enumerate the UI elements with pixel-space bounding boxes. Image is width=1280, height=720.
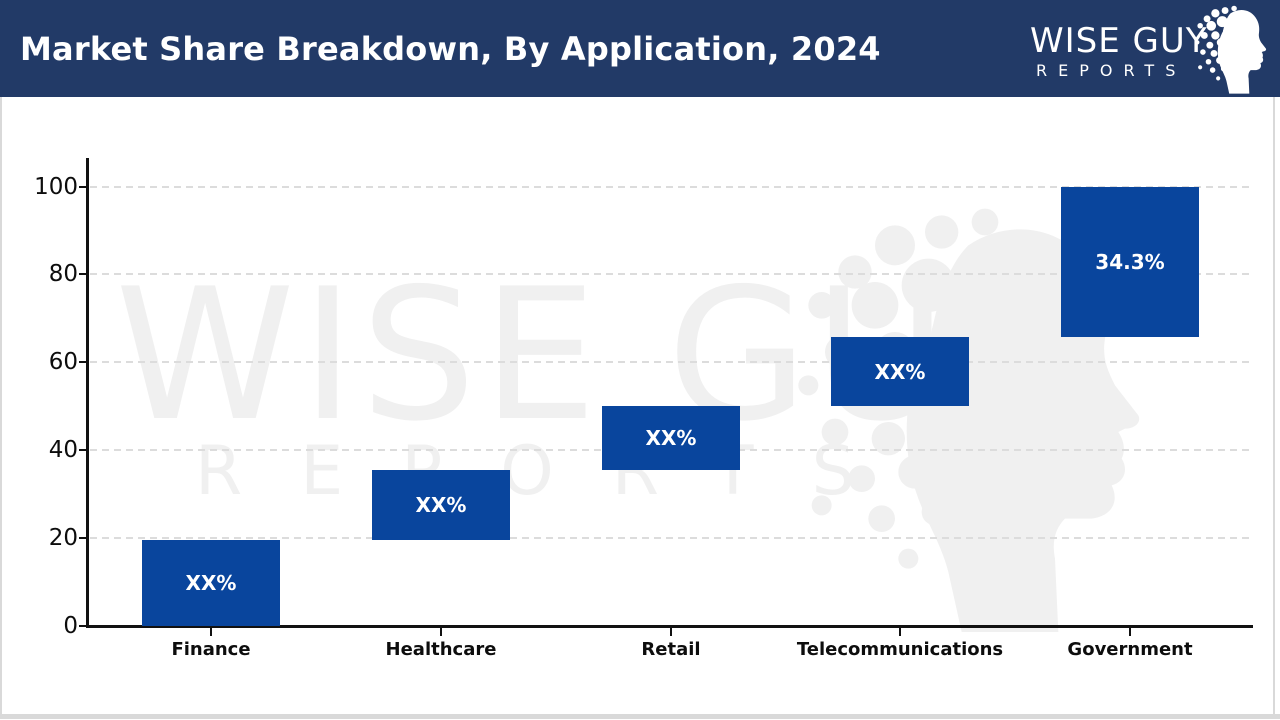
x-category-label: Healthcare bbox=[385, 639, 497, 660]
x-tick-mark bbox=[210, 628, 212, 636]
y-tick-mark bbox=[79, 625, 87, 627]
gridline bbox=[90, 361, 1253, 364]
page-border-left bbox=[0, 97, 2, 714]
x-tick-mark bbox=[899, 628, 901, 636]
y-tick-label: 0 bbox=[63, 613, 78, 639]
logo-subtitle: REPORTS bbox=[1036, 61, 1187, 80]
x-tick-mark bbox=[1129, 628, 1131, 636]
bar-value-label: XX% bbox=[415, 492, 467, 517]
x-category-label: Finance bbox=[171, 639, 251, 660]
y-tick-label: 100 bbox=[34, 173, 78, 200]
bar: 34.3% bbox=[1061, 186, 1199, 338]
gridline bbox=[90, 537, 1253, 540]
x-tick-mark bbox=[670, 628, 672, 636]
y-tick-mark bbox=[79, 273, 87, 276]
x-category-label: Retail bbox=[641, 639, 701, 660]
y-tick-mark bbox=[79, 537, 87, 540]
y-tick-label: 40 bbox=[48, 437, 78, 464]
page-border-right bbox=[1273, 97, 1275, 714]
bar-value-label: XX% bbox=[874, 359, 926, 384]
bar: XX% bbox=[372, 470, 510, 540]
y-axis-line bbox=[86, 158, 89, 628]
y-tick-mark bbox=[79, 185, 87, 188]
gridline bbox=[90, 185, 1253, 188]
x-category-label: Government bbox=[1067, 639, 1193, 660]
page-border-bottom bbox=[0, 714, 1280, 719]
x-tick-mark bbox=[440, 628, 442, 636]
y-tick-label: 20 bbox=[48, 525, 78, 552]
bar-value-label: XX% bbox=[185, 570, 237, 595]
header-bar: Market Share Breakdown, By Application, … bbox=[0, 0, 1280, 97]
y-tick-mark bbox=[79, 361, 87, 364]
y-tick-mark bbox=[79, 449, 87, 452]
bar-value-label: XX% bbox=[645, 426, 697, 451]
gridline bbox=[90, 273, 1253, 276]
bar: XX% bbox=[831, 337, 969, 407]
x-axis-line bbox=[86, 625, 1253, 628]
logo-wordmark: WISE GUY bbox=[1030, 21, 1208, 61]
x-category-label: Telecommunications bbox=[796, 639, 1004, 660]
bar-value-label: 34.3% bbox=[1095, 249, 1165, 274]
page-title: Market Share Breakdown, By Application, … bbox=[20, 29, 881, 68]
watermark-subtitle: REPORTS bbox=[195, 432, 913, 511]
bar: XX% bbox=[602, 406, 740, 470]
wise-guy-logo: WISE GUY REPORTS bbox=[1024, 3, 1274, 95]
y-tick-label: 80 bbox=[48, 261, 78, 288]
y-tick-label: 60 bbox=[48, 349, 78, 376]
bar: XX% bbox=[142, 539, 280, 626]
